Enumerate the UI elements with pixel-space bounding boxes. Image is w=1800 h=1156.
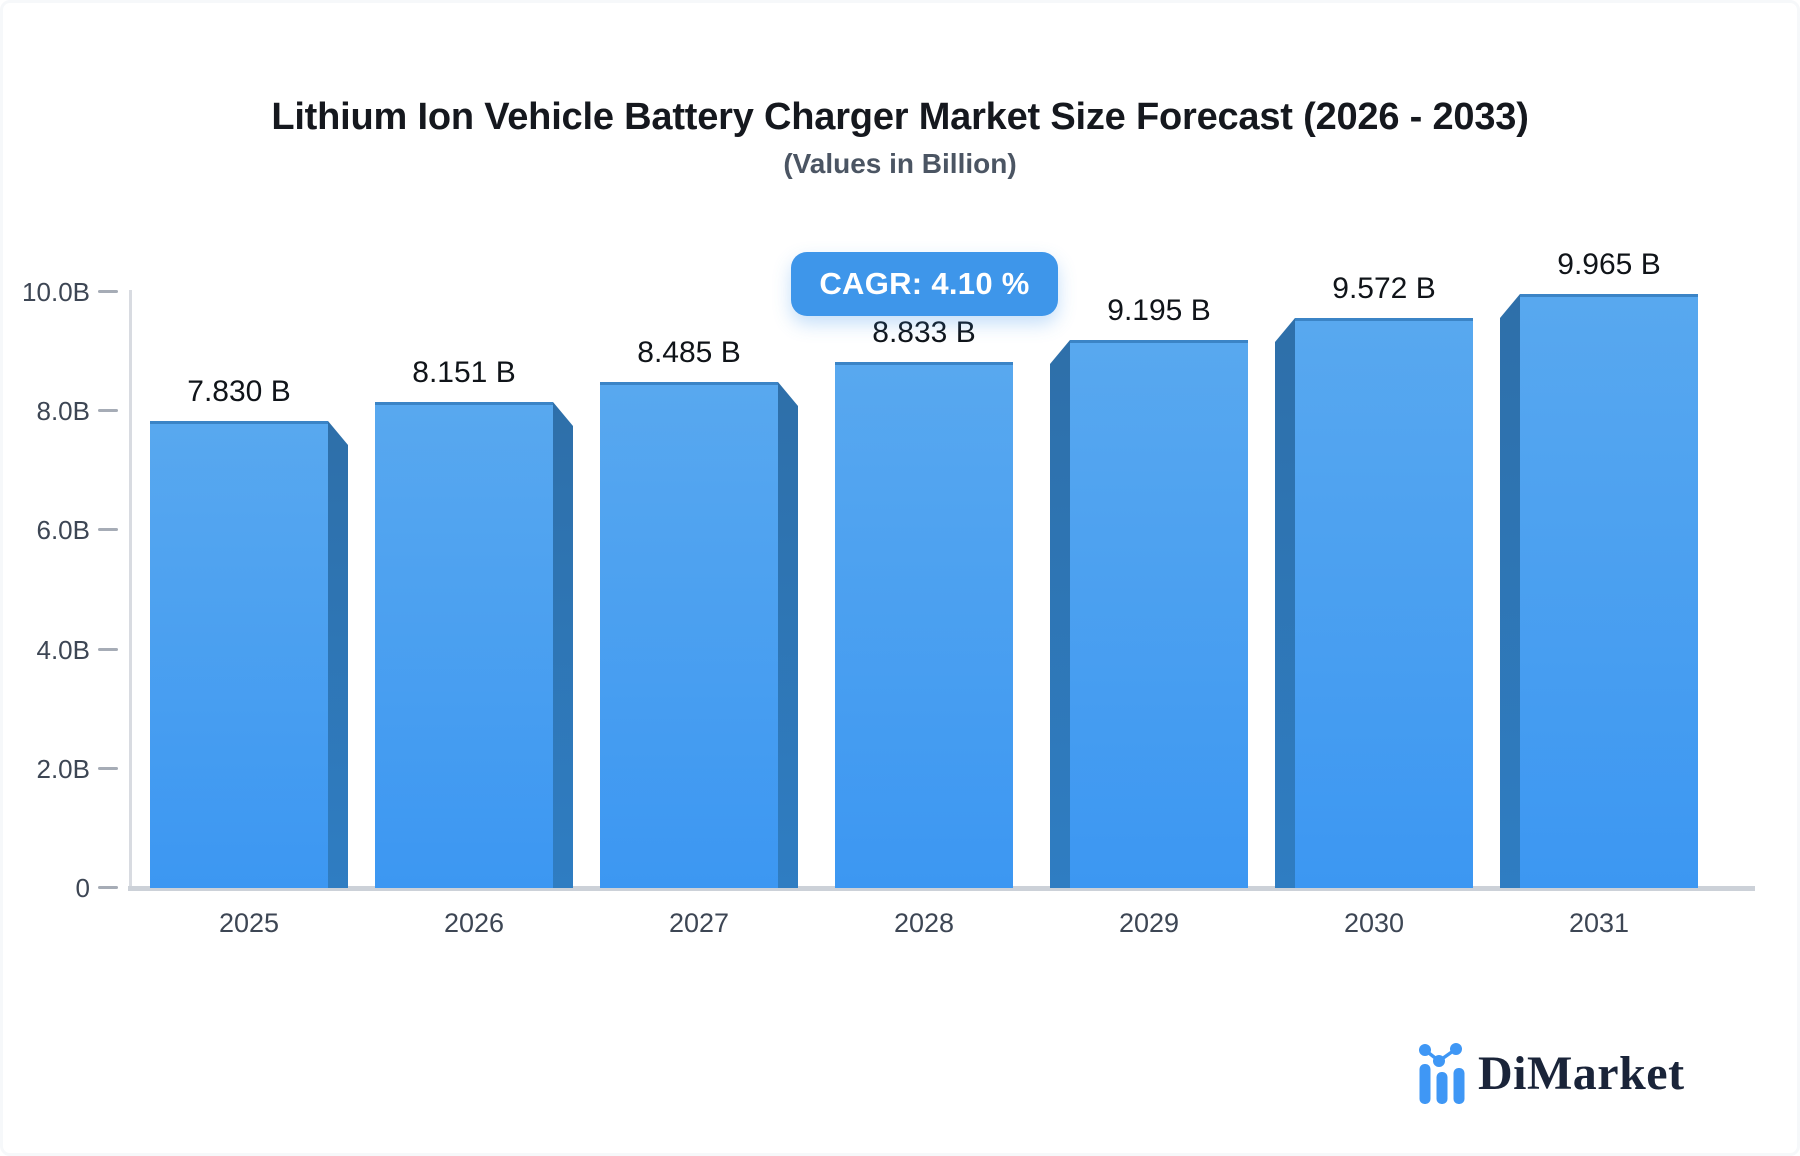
y-tick-dash <box>98 528 118 532</box>
bar <box>600 382 778 888</box>
bar-side-face <box>1050 340 1070 888</box>
bar <box>1295 318 1473 888</box>
mini-bar-line-chart-icon <box>1419 1043 1465 1104</box>
bar-value-label: 9.195 B <box>1107 294 1211 327</box>
bar <box>1520 294 1698 888</box>
bar-side-face <box>1500 294 1520 888</box>
y-tick-label: 10.0B <box>22 277 90 307</box>
bar-value-label: 8.485 B <box>637 336 741 369</box>
bar-side-face <box>778 382 798 888</box>
bar <box>375 402 553 888</box>
bar-value-label: 8.151 B <box>412 356 516 389</box>
bar-side-face <box>1275 318 1295 888</box>
x-axis-label: 2027 <box>668 908 730 938</box>
dimarket-logo: DiMarket <box>1418 1042 1685 1104</box>
y-tick-dash <box>98 290 118 293</box>
x-axis-label: 2026 <box>443 908 505 938</box>
bar-value-label: 9.965 B <box>1557 248 1661 281</box>
dimarket-logo-text: DiMarket <box>1478 1047 1685 1100</box>
chart-title: Lithium Ion Vehicle Battery Charger Mark… <box>271 96 1529 138</box>
bar-side-face <box>553 402 573 888</box>
bar-value-label: 7.830 B <box>187 375 291 408</box>
bar-side-face <box>328 421 348 888</box>
bar <box>150 421 328 888</box>
x-axis-label: 2025 <box>218 908 280 938</box>
chart-subtitle: (Values in Billion) <box>783 148 1017 179</box>
y-tick-label: 4.0B <box>36 634 91 665</box>
bar-value-label: 8.833 B <box>872 316 976 349</box>
y-axis-line <box>129 290 132 888</box>
y-tick-dash <box>98 647 118 651</box>
bar <box>835 362 1013 888</box>
x-axis-label: 2031 <box>1568 908 1630 938</box>
x-axis-label: 2029 <box>1118 908 1180 938</box>
x-axis-label: 2028 <box>893 908 955 938</box>
x-axis-line <box>128 886 1755 891</box>
y-tick-label: 6.0B <box>36 515 91 546</box>
bar-value-label: 9.572 B <box>1332 272 1436 305</box>
y-tick-dash <box>98 766 118 770</box>
y-tick-dash <box>98 886 118 889</box>
y-tick-label: 2.0B <box>36 753 91 784</box>
bar <box>1070 340 1248 888</box>
x-axis-label: 2030 <box>1343 908 1405 938</box>
cagr-badge: CAGR: 4.10 % <box>791 252 1058 316</box>
y-tick-label: 8.0B <box>36 396 91 427</box>
y-tick-dash <box>98 409 118 413</box>
y-tick-label: 0 <box>75 873 90 903</box>
